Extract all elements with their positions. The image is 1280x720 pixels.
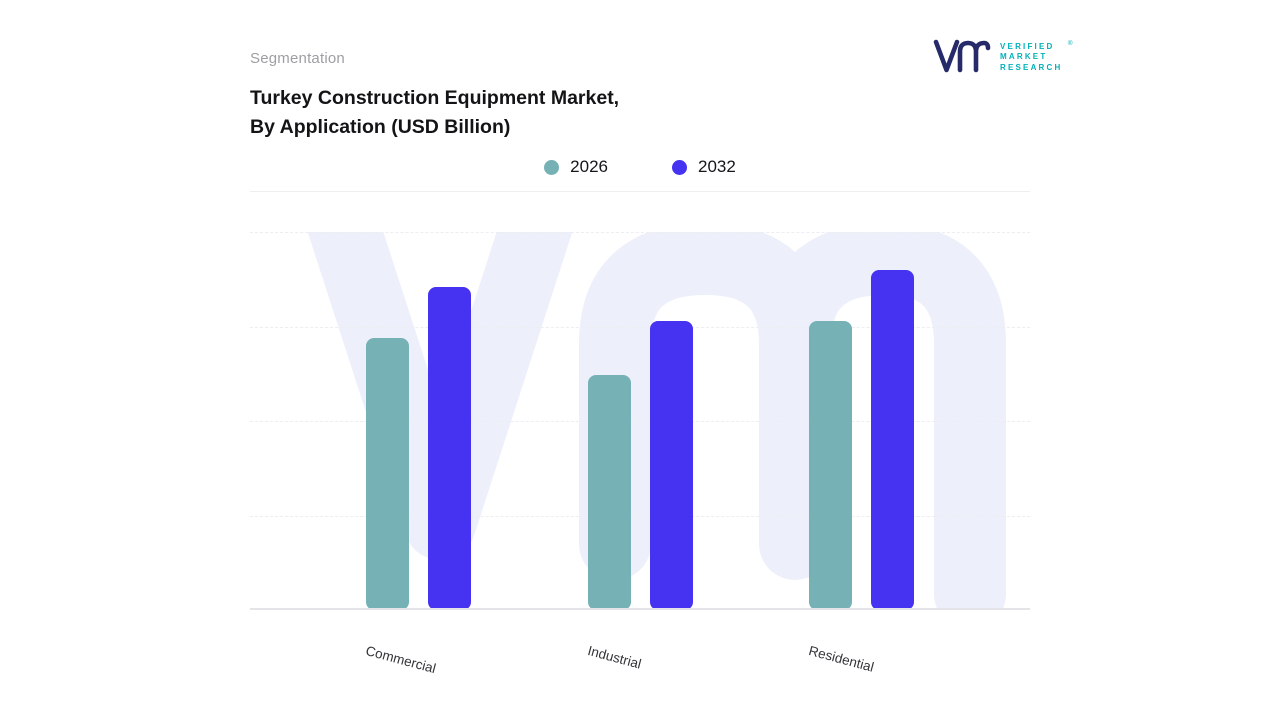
category-label-commercial: Commercial	[364, 643, 438, 677]
bar-group-commercial: Commercial	[364, 287, 472, 676]
gridline-top	[250, 232, 1030, 233]
bar-2026-commercial	[366, 338, 410, 610]
logo-line-2: MARKET	[1000, 52, 1048, 62]
bar-group-residential: Residential	[807, 270, 914, 675]
legend: 2026 2032	[250, 157, 1030, 177]
legend-dot-2026	[544, 159, 560, 175]
gridline-50	[250, 421, 1030, 422]
bar-2032-residential	[870, 270, 914, 610]
bar-groups: Commercial Industrial Residential	[250, 232, 1030, 676]
header-divider	[250, 191, 1030, 192]
chart-card: Segmentation Turkey Construction Equipme…	[250, 0, 1030, 676]
chart-title: Turkey Construction Equipment Market, By…	[250, 84, 1030, 142]
category-label-residential: Residential	[806, 643, 876, 675]
legend-label-2032: 2032	[698, 157, 736, 176]
chart-title-line-2: By Application (USD Billion)	[250, 116, 511, 138]
legend-dot-2032	[672, 159, 687, 175]
bar-2032-commercial	[428, 287, 472, 610]
registered-mark: ®	[1067, 39, 1073, 47]
bar-2032-industrial	[649, 321, 693, 610]
chart-title-line-1: Turkey Construction Equipment Market,	[250, 87, 620, 109]
plot-area: Commercial Industrial Residential	[250, 232, 1030, 676]
category-label-industrial: Industrial	[585, 643, 643, 672]
vmr-logo: ® VERIFIED MARKET RESEARCH	[933, 38, 1073, 76]
vmr-logo-icon	[933, 39, 991, 73]
bar-2026-industrial	[587, 375, 631, 610]
bar-group-industrial: Industrial	[586, 321, 693, 672]
legend-item-2032: 2032	[672, 157, 736, 177]
legend-label-2026: 2026	[570, 157, 608, 176]
bar-2026-residential	[808, 321, 852, 610]
gridline-25	[250, 326, 1030, 328]
legend-item-2026: 2026	[544, 157, 608, 177]
gridline-75	[250, 515, 1030, 517]
logo-line-1: VERIFIED	[1000, 41, 1055, 51]
logo-line-3: RESEARCH	[1000, 62, 1063, 72]
vmr-logo-text: ® VERIFIED MARKET RESEARCH	[1000, 40, 1073, 73]
x-axis-baseline	[250, 608, 1030, 610]
eyebrow-label: Segmentation	[250, 50, 345, 67]
